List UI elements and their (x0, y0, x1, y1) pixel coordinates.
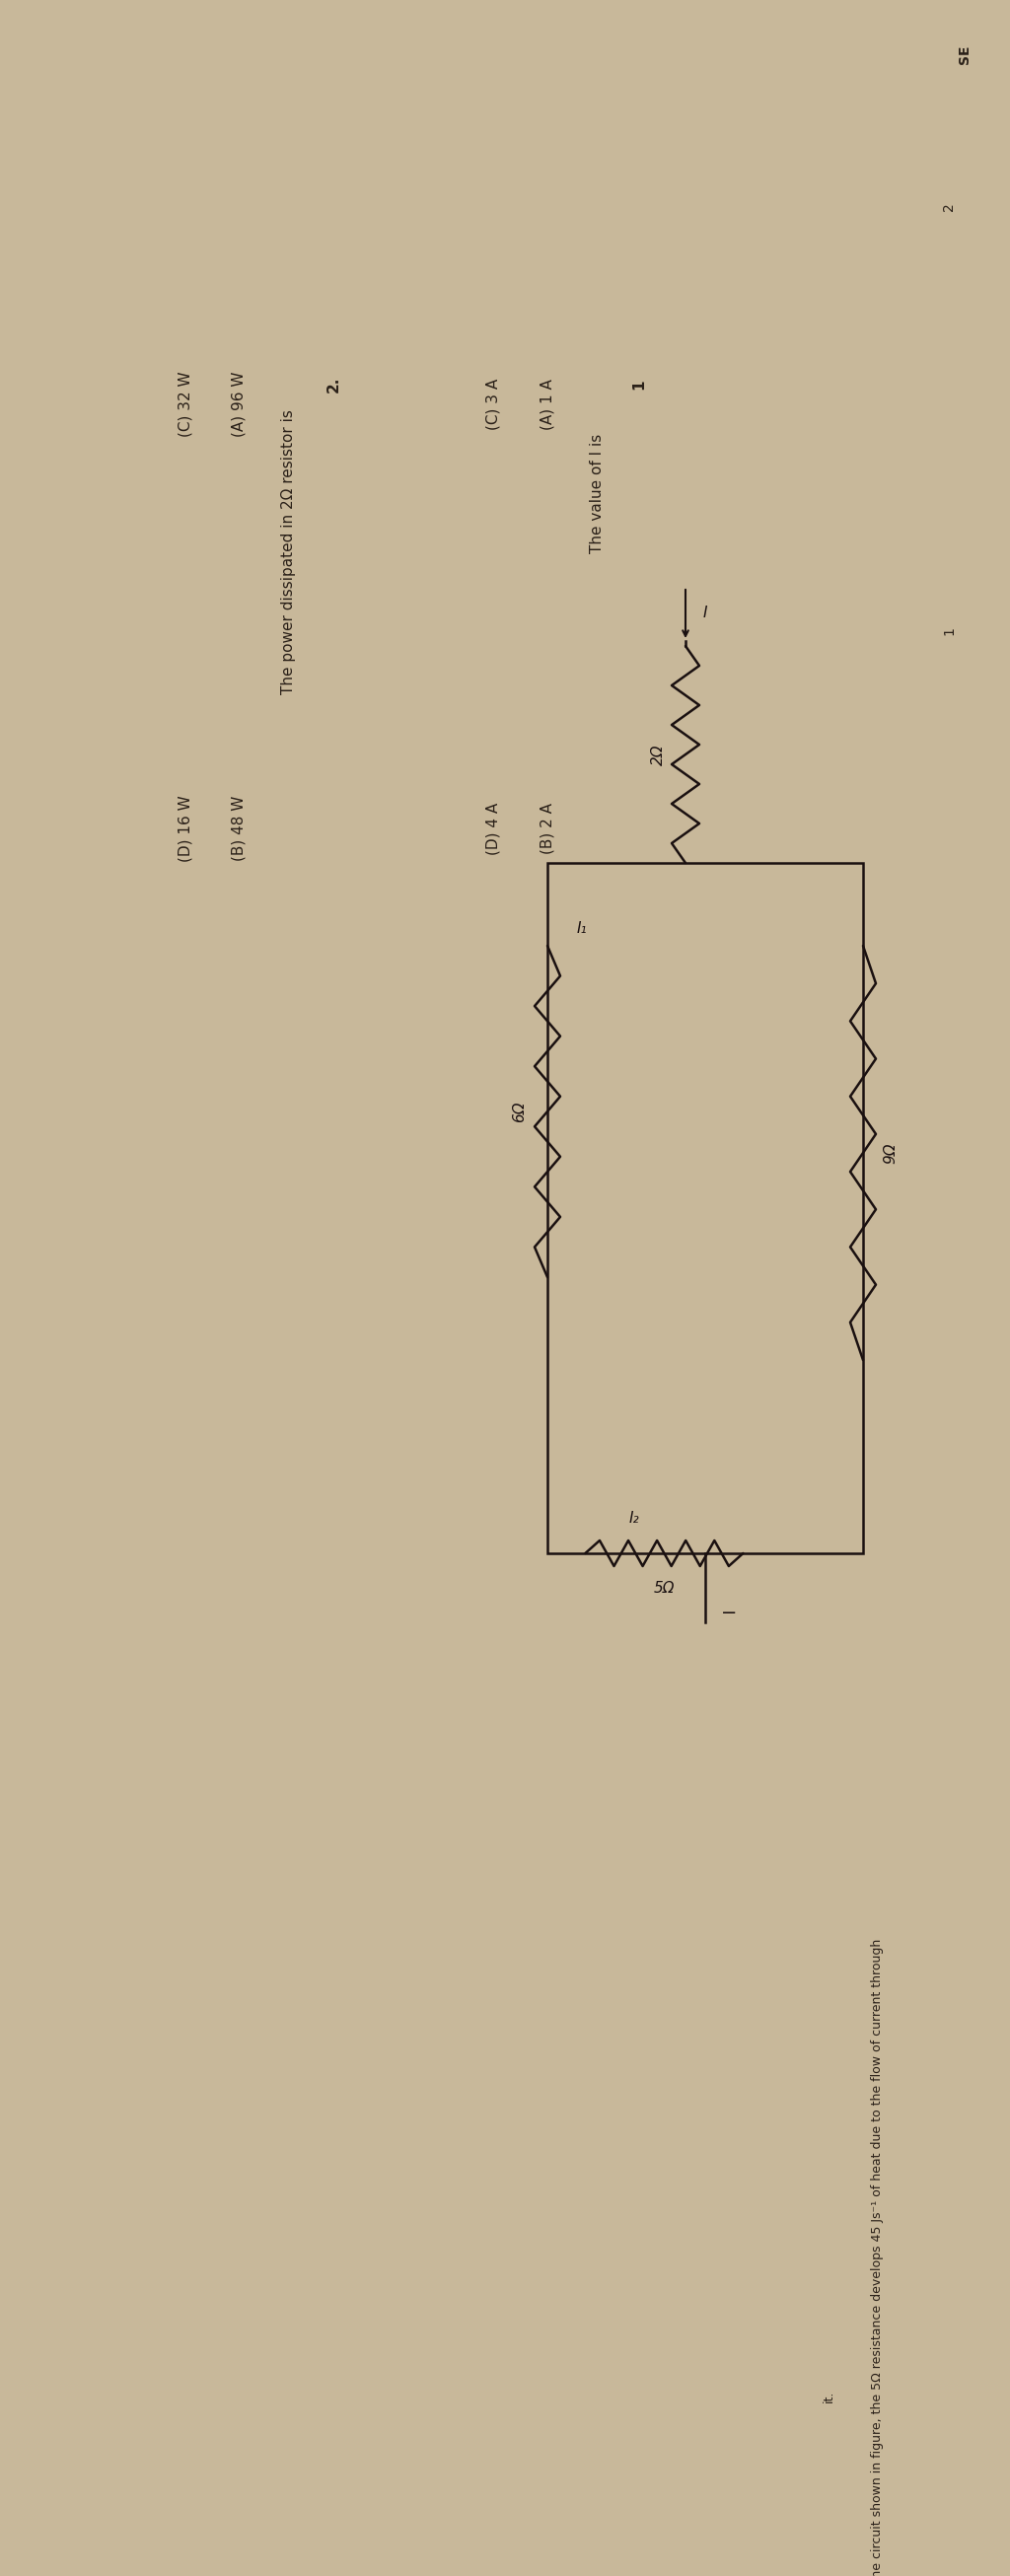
Text: (A) 96 W: (A) 96 W (231, 371, 246, 438)
Text: (C) 3 A: (C) 3 A (486, 379, 501, 430)
Text: The power dissipated in 2Ω resistor is: The power dissipated in 2Ω resistor is (281, 410, 295, 696)
Text: 2Ω: 2Ω (650, 744, 666, 765)
Text: (D) 16 W: (D) 16 W (178, 796, 193, 863)
Text: (B) 48 W: (B) 48 W (231, 796, 246, 860)
Text: 9Ω: 9Ω (884, 1141, 898, 1164)
Text: (C) 32 W: (C) 32 W (178, 371, 193, 438)
Text: SE: SE (957, 44, 972, 64)
Text: (D) 4 A: (D) 4 A (486, 801, 501, 855)
Text: I: I (703, 605, 708, 621)
Text: 2: 2 (942, 204, 955, 211)
Text: 2.: 2. (326, 376, 340, 392)
Text: I₁: I₁ (577, 920, 588, 935)
Text: (A) 1 A: (A) 1 A (540, 379, 554, 430)
Text: 1: 1 (942, 626, 955, 636)
Text: (B) 2 A: (B) 2 A (540, 804, 554, 855)
Text: 5Ω: 5Ω (653, 1582, 675, 1595)
Text: 1: 1 (631, 379, 646, 389)
Text: 6Ω: 6Ω (512, 1100, 527, 1123)
Text: −: − (721, 1602, 737, 1623)
Bar (547, 863, 863, 1553)
Text: I₂: I₂ (629, 1512, 640, 1525)
Text: In the circuit shown in figure, the 5Ω resistance develops 45 Js⁻¹ of heat due t: In the circuit shown in figure, the 5Ω r… (872, 1940, 884, 2576)
Text: The value of I is: The value of I is (589, 433, 604, 554)
Text: it.: it. (822, 2391, 835, 2403)
